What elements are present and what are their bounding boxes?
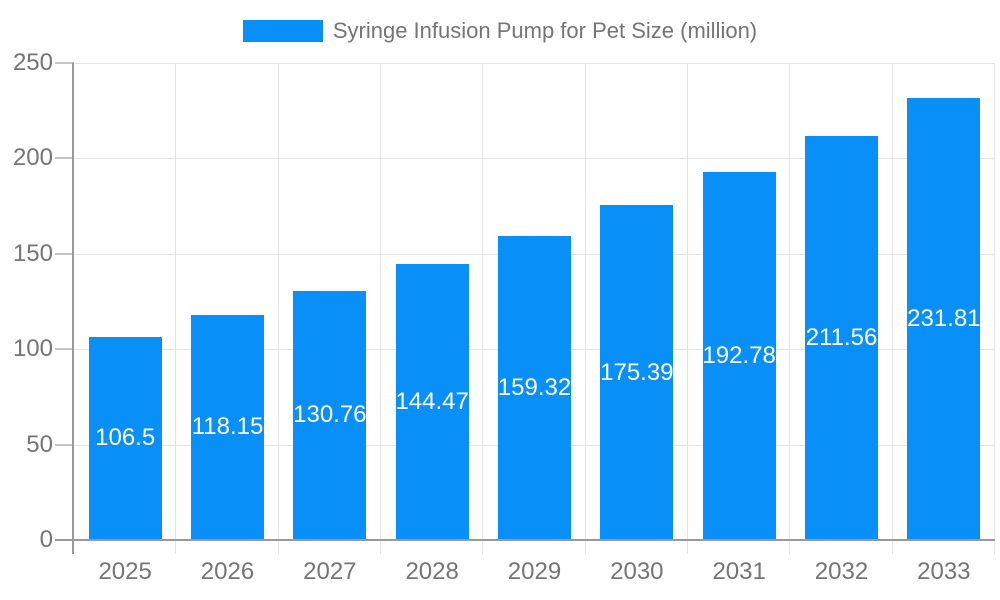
bar-value-label: 211.56 <box>805 324 878 352</box>
y-axis-tick-label: 100 <box>12 335 53 363</box>
x-axis-tick-label: 2027 <box>303 558 357 585</box>
gridline-horizontal <box>74 63 995 64</box>
gridline-horizontal <box>74 158 995 160</box>
gridline-vertical <box>789 63 790 554</box>
bar-2031: 192.78 <box>702 172 776 540</box>
bar-2033: 231.81 <box>907 97 981 540</box>
bar-value-label: 144.47 <box>395 388 469 416</box>
gridline-vertical <box>482 63 483 554</box>
y-axis-tick-label: 50 <box>26 430 53 458</box>
y-axis-tick-label: 0 <box>39 526 53 553</box>
bar-2027: 130.76 <box>293 290 367 540</box>
y-axis-tick <box>55 157 74 160</box>
bar-2026: 118.15 <box>191 314 264 540</box>
gridline-vertical <box>892 63 893 554</box>
bar-2030: 175.39 <box>600 205 674 540</box>
bar-value-label: 231.81 <box>907 304 981 332</box>
bar-value-label: 118.15 <box>191 413 264 441</box>
bar-value-label: 192.78 <box>702 342 776 370</box>
bar-2025: 106.5 <box>88 336 162 540</box>
bar-2032: 211.56 <box>805 136 878 540</box>
legend-swatch <box>242 20 323 42</box>
gridline-vertical <box>994 63 995 554</box>
gridline-vertical <box>380 63 381 554</box>
y-axis-tick <box>55 443 74 446</box>
y-axis-tick-label: 200 <box>12 144 53 172</box>
x-axis-tick-label: 2026 <box>200 558 255 585</box>
gridline-vertical <box>278 63 279 554</box>
plot-area: 106.5 118.15 130.76 144.47 159.32 175.39 192.7… <box>74 63 995 554</box>
x-axis-tick-label: 2025 <box>98 558 152 585</box>
bar-value-label: 130.76 <box>293 401 367 429</box>
bar-value-label: 159.32 <box>497 374 572 402</box>
gridline-vertical <box>687 63 688 554</box>
y-axis-tick <box>55 348 74 351</box>
x-axis-line <box>55 539 995 541</box>
x-axis-tick-label: 2030 <box>610 558 664 585</box>
y-axis-tick <box>55 62 74 64</box>
x-axis-tick-label: 2032 <box>814 558 869 585</box>
bar-2028: 144.47 <box>395 264 469 540</box>
bar-value-label: 106.5 <box>95 424 156 452</box>
x-axis-tick-label: 2033 <box>917 558 971 585</box>
x-axis-tick-label: 2028 <box>405 558 459 585</box>
y-axis-tick <box>55 252 74 255</box>
bar-value-label: 175.39 <box>600 358 674 386</box>
chart-legend[interactable]: Syringe Infusion Pump for Pet Size (mill… <box>0 20 1000 42</box>
y-axis-tick-label: 150 <box>12 239 53 267</box>
gridline-vertical <box>585 63 586 554</box>
y-axis-tick-label: 250 <box>12 49 53 76</box>
x-axis-tick-label: 2031 <box>712 558 766 585</box>
bar-2029: 159.32 <box>498 236 571 540</box>
gridline-vertical <box>175 63 176 554</box>
legend-label: Syringe Infusion Pump for Pet Size (mill… <box>332 18 758 43</box>
x-axis-tick-label: 2029 <box>507 558 562 585</box>
y-axis-line <box>72 63 74 554</box>
